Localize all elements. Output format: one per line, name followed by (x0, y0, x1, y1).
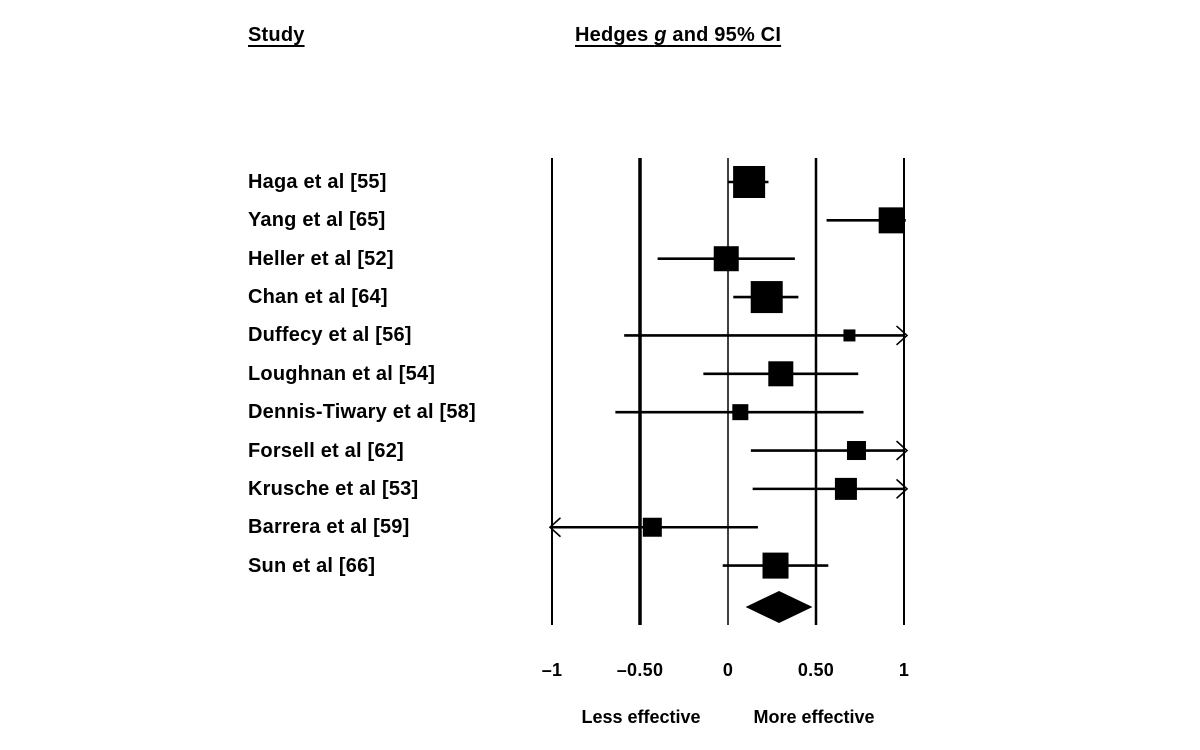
effect-square (834, 477, 857, 500)
axis-tick-label: 1 (898, 660, 910, 680)
study-label: Loughnan et al [54] (248, 362, 436, 385)
study-label: Dennis-Tiwary et al [58] (248, 401, 476, 424)
axis-tick-label: –1 (541, 660, 563, 680)
effect-square (762, 552, 789, 579)
effect-square (642, 517, 662, 537)
study-label: Heller et al [52] (248, 247, 394, 270)
study-label: Chan et al [64] (248, 286, 388, 309)
study-label: Haga et al [55] (248, 171, 387, 193)
axis-tick-label: 0.50 (797, 660, 835, 680)
direction-label-less-effective: Less effective (581, 707, 701, 727)
effect-header-part1: Hedges (575, 24, 655, 46)
ci-arrow-right-icon (896, 325, 909, 346)
effect-header-part2: and 95% CI (666, 24, 782, 46)
study-label: Sun et al [66] (248, 554, 376, 577)
ci-arrow-right-icon (896, 440, 909, 461)
study-label: Duffecy et al [56] (248, 324, 412, 347)
axis-tick-label: –0.50 (616, 660, 664, 680)
study-column-header: Study (248, 24, 305, 47)
ci-arrow-left-icon (548, 517, 561, 538)
effect-square (750, 281, 783, 314)
axis-tick-label: 0 (722, 660, 734, 680)
study-label: Krusche et al [53] (248, 477, 419, 500)
study-label: Yang et al [65] (248, 209, 386, 232)
study-column-header-text: Study (248, 24, 305, 46)
effect-square (843, 329, 856, 342)
study-label: Barrera et al [59] (248, 516, 410, 539)
effect-header-italic-g: g (654, 24, 667, 46)
overall-diamond (745, 591, 813, 623)
effect-square (768, 361, 794, 387)
ci-arrow-right-icon (896, 479, 909, 499)
study-label: Forsell et al [62] (248, 439, 404, 462)
effect-column-header: Hedges g and 95% CI (575, 24, 781, 47)
direction-label-more-effective: More effective (753, 707, 875, 727)
effect-square (713, 246, 739, 272)
effect-square (878, 207, 905, 234)
effect-square (732, 404, 749, 421)
effect-column-header-text: Hedges g and 95% CI (575, 24, 781, 46)
effect-square (846, 441, 866, 461)
effect-square (733, 166, 766, 198)
